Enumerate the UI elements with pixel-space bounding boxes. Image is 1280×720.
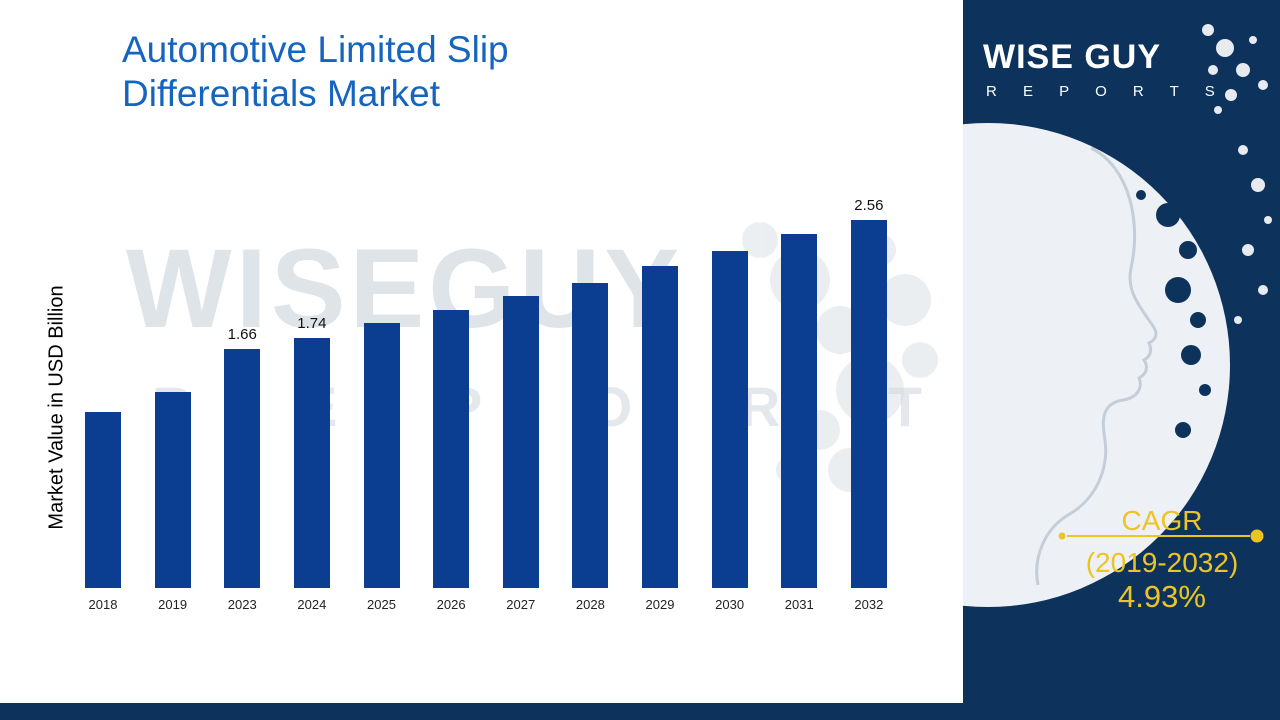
wiseguy-logo: WISE GUY R E P O R T S (983, 38, 1226, 100)
x-tick-label: 2028 (575, 597, 605, 612)
bar-column: 2027 (498, 273, 544, 612)
cagr-range: (2019-2032) (1085, 547, 1239, 578)
y-axis-label: Market Value in USD Billion (45, 285, 68, 530)
bar (642, 266, 678, 588)
x-tick-label: 2029 (645, 597, 675, 612)
bar (711, 251, 748, 588)
bar-value-label: 1.66 (227, 326, 257, 343)
logo-subtitle: R E P O R T S (986, 83, 1226, 100)
x-tick-label: 2026 (436, 597, 466, 612)
x-tick-label: 2032 (854, 597, 884, 612)
bar (363, 323, 400, 588)
bar-column: 2031 (776, 211, 822, 612)
x-tick-label: 2025 (367, 597, 396, 612)
cagr-block: CAGR (2019-2032) 4.93% (1056, 505, 1268, 615)
cagr-value: 4.93% (1118, 579, 1206, 614)
x-tick-label: 2030 (715, 597, 745, 612)
bar-value-label: 2.56 (854, 197, 884, 214)
x-tick-label: 2018 (88, 597, 118, 612)
bar-column: 1.66 2023 (219, 326, 265, 612)
bar-column: 1.74 2024 (289, 315, 335, 612)
x-tick-label: 2031 (784, 597, 814, 612)
bar-column: 2.56 2032 (846, 197, 892, 612)
cagr-divider-line (1058, 529, 1264, 543)
chart-title: Automotive Limited Slip Differentials Ma… (122, 29, 509, 114)
bar (572, 283, 609, 588)
bar (850, 220, 887, 588)
bar (224, 349, 261, 588)
bar-column: 2026 (428, 287, 474, 612)
bar-column: 2018 (80, 389, 126, 612)
bar-column: 2030 (707, 228, 753, 612)
x-tick-label: 2023 (227, 597, 257, 612)
bar-column: 2025 (359, 300, 405, 612)
x-tick-label: 2027 (506, 597, 536, 612)
logo-wordmark: WISE GUY (983, 38, 1162, 76)
bar-column: 2029 (637, 243, 683, 612)
cagr-label: CAGR (1121, 505, 1203, 536)
x-tick-label: 2024 (297, 597, 327, 612)
bar-column: 2019 (150, 369, 196, 612)
bar-column: 2028 (567, 260, 613, 612)
bar (85, 412, 121, 588)
footer-bar (0, 703, 1280, 720)
bar-chart: 2018 2019 1.66 2023 1.74 2024 2025 2026 2027 2028… (80, 144, 892, 612)
bar (433, 310, 470, 588)
x-tick-label: 2019 (158, 597, 188, 612)
bar (293, 338, 330, 588)
bar (781, 234, 818, 588)
brand-panel: WISE GUY R E P O R T S CAGR (2019-2032) … (963, 0, 1280, 720)
bar-value-label: 1.74 (297, 315, 327, 332)
bar (502, 296, 539, 588)
bar (154, 392, 191, 588)
head-profile-graphic (963, 24, 1272, 607)
